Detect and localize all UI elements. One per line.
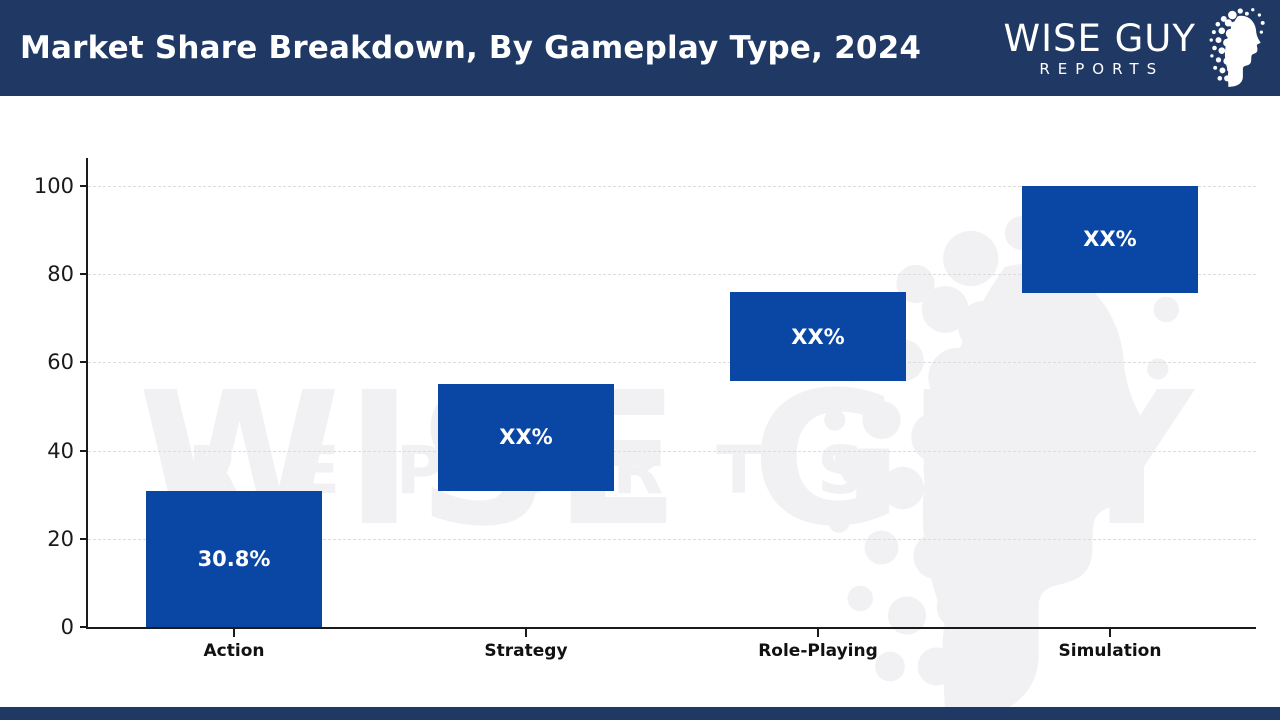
page-title: Market Share Breakdown, By Gameplay Type… (20, 30, 922, 66)
x-tick-mark (525, 629, 527, 637)
y-tick-label: 80 (47, 262, 74, 287)
x-category-label: Role-Playing (758, 641, 878, 661)
bar-value-label: XX% (791, 324, 845, 349)
y-tick-mark (80, 537, 88, 540)
bar-strategy (438, 383, 614, 492)
gridline (88, 538, 1256, 540)
x-axis-line (86, 627, 1256, 629)
y-axis-line (86, 158, 88, 629)
x-category-label: Strategy (484, 641, 568, 661)
y-tick-label: 20 (47, 526, 74, 551)
logo-head-icon (1209, 8, 1265, 87)
y-tick-label: 40 (47, 438, 74, 463)
bar-value-label: XX% (499, 425, 553, 450)
bar-role-playing (730, 292, 906, 381)
gridline (88, 362, 1256, 364)
bar-value-label: 30.8% (197, 547, 271, 572)
bar-value-label: XX% (1083, 227, 1137, 252)
header-bar: Market Share Breakdown, By Gameplay Type… (0, 0, 1280, 96)
bar-action (146, 491, 322, 627)
y-tick-mark (80, 273, 88, 276)
gridline (88, 450, 1256, 452)
footer-bar (0, 707, 1280, 720)
y-tick-mark (80, 361, 88, 364)
y-tick-mark (80, 449, 88, 452)
y-tick-label: 60 (47, 350, 74, 375)
x-tick-mark (1109, 629, 1111, 637)
y-tick-mark (80, 626, 88, 628)
x-category-label: Action (203, 641, 265, 661)
gridline (88, 186, 1256, 187)
logo-wordmark: WISE GUY (1003, 16, 1196, 60)
x-category-label: Simulation (1058, 641, 1162, 661)
chart-area: WISE GUY REPORTS 02040608010030.8%Action… (0, 96, 1280, 707)
gridline (88, 274, 1256, 276)
x-tick-mark (233, 629, 235, 637)
y-tick-mark (80, 185, 88, 187)
x-tick-mark (817, 629, 819, 637)
y-tick-label: 0 (60, 615, 74, 639)
y-tick-label: 100 (33, 174, 74, 198)
plot: 0 20 40 60 80 100 30.8% Action XX% Strategy XX% Rol… (0, 96, 1280, 707)
logo: WISE GUY REPORTS (1004, 8, 1266, 88)
bar-simulation (1022, 186, 1198, 293)
logo-subtext: REPORTS (1039, 59, 1165, 78)
